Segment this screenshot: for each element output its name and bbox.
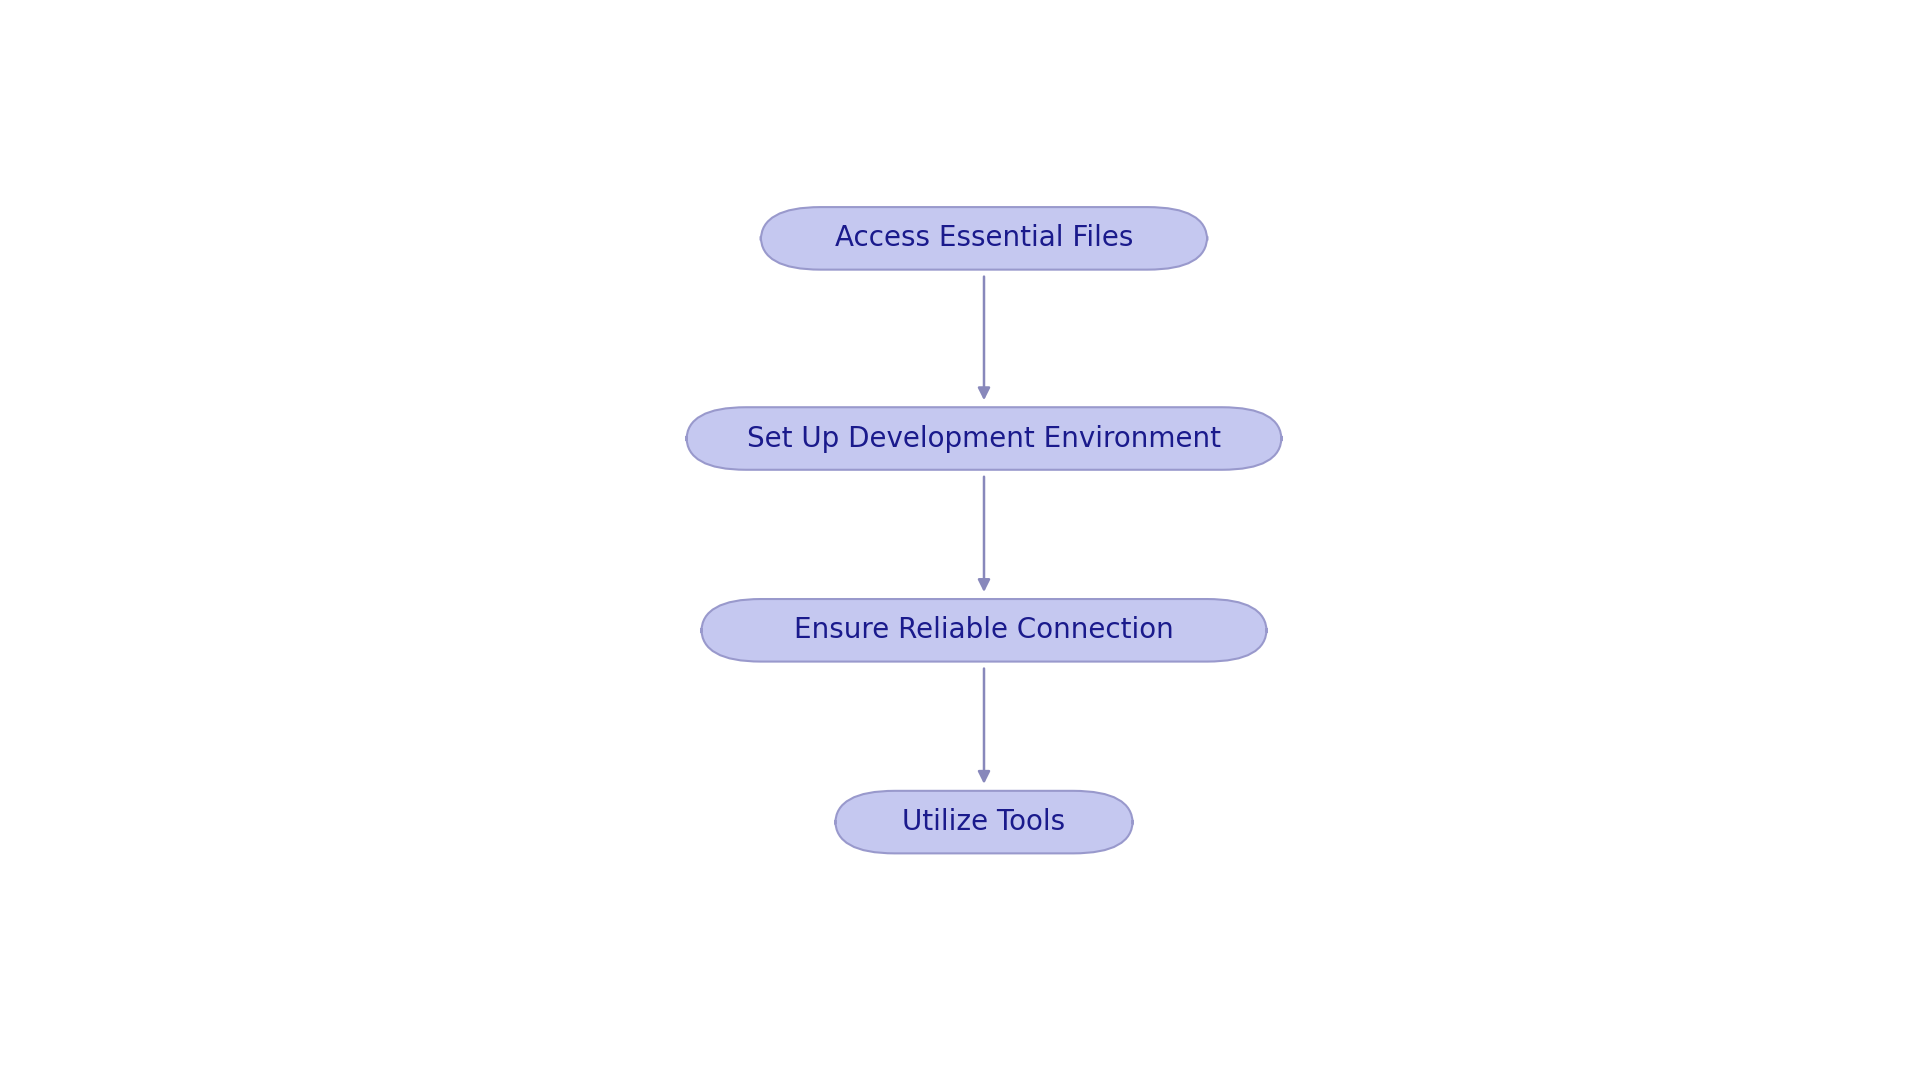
- Text: Set Up Development Environment: Set Up Development Environment: [747, 425, 1221, 453]
- Text: Access Essential Files: Access Essential Files: [835, 224, 1133, 252]
- FancyBboxPatch shape: [760, 207, 1208, 270]
- Text: Ensure Reliable Connection: Ensure Reliable Connection: [795, 616, 1173, 644]
- Text: Utilize Tools: Utilize Tools: [902, 808, 1066, 836]
- FancyBboxPatch shape: [687, 407, 1283, 470]
- FancyBboxPatch shape: [835, 791, 1133, 853]
- FancyBboxPatch shape: [701, 599, 1267, 662]
